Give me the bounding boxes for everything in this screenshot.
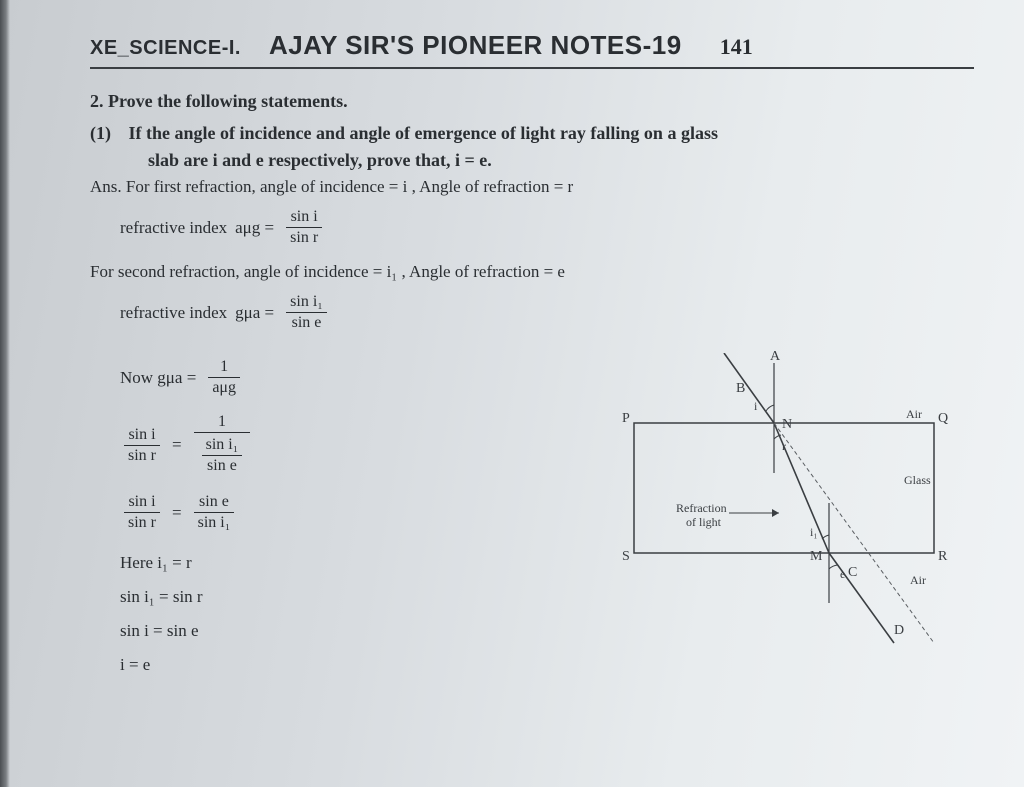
document-page: XE_SCIENCE-I. AJAY SIR'S PIONEER NOTES-1… (0, 0, 1024, 709)
final-line: i = e (120, 655, 614, 675)
answer-line2: For second refraction, angle of incidenc… (90, 262, 974, 282)
label-A: A (770, 349, 780, 365)
step2-l-num: sin i (124, 425, 159, 445)
label-glass: Glass (904, 473, 931, 488)
label-M: M (810, 549, 822, 565)
label-r: r (782, 439, 786, 454)
now-den: aμg (208, 378, 240, 398)
label-air2: Air (910, 573, 926, 588)
diagram-column: A B P Q N S R M C D i r i₁ e Air Air Gla… (614, 347, 974, 653)
now-num: 1 (216, 357, 232, 377)
now-line: Now gμa = 1 aμg (120, 357, 614, 398)
mu1-lhs: aμg = (235, 218, 274, 238)
label-air1: Air (906, 407, 922, 422)
label-R: R (938, 549, 947, 565)
header-title: AJAY SIR'S PIONEER NOTES-19 (269, 30, 682, 61)
step2-left-frac: sin i sin r (124, 425, 160, 466)
diagram-svg (614, 353, 954, 653)
label-refraction: Refraction (676, 501, 727, 516)
header-page-number: 141 (720, 34, 753, 60)
step2-inner-num: sin i₁ (202, 435, 243, 455)
label-B: B (736, 381, 745, 397)
label-i1: i₁ (810, 525, 818, 540)
question-title: 2. Prove the following statements. (90, 91, 974, 112)
question-number: (1) (90, 120, 124, 146)
label-S: S (622, 549, 630, 565)
step2-r-inner-frac: sin i₁ sin e (194, 433, 251, 478)
now-fraction: 1 aμg (208, 357, 240, 398)
now-label: Now gμa = (120, 368, 196, 388)
page-header: XE_SCIENCE-I. AJAY SIR'S PIONEER NOTES-1… (90, 30, 974, 69)
here-line: Here i₁ = r (120, 553, 614, 573)
step3-l-num: sin i (124, 492, 159, 512)
step3-r-den: sin i₁ (194, 513, 235, 533)
label-i: i (754, 399, 757, 414)
label-e: e (840, 567, 845, 582)
content-row: Now gμa = 1 aμg sin i sin r = 1 (90, 347, 974, 689)
step3-eq: = (172, 503, 182, 523)
question-text-line1: If the angle of incidence and angle of e… (129, 123, 718, 143)
frac1-numerator: sin i (287, 207, 322, 227)
frac2-numerator: sin i₁ (286, 292, 327, 312)
derivation-column: Now gμa = 1 aμg sin i sin r = 1 (90, 347, 614, 689)
step2-inner-den: sin e (203, 456, 241, 476)
fraction-2: sin i₁ sin e (286, 292, 327, 333)
step3-line: sin i sin r = sin e sin i₁ (120, 492, 614, 533)
step2-eq: = (172, 435, 182, 455)
page-spine (0, 0, 10, 787)
step3-left-frac: sin i sin r (124, 492, 160, 533)
ri-label-1: refractive index (120, 218, 227, 238)
refraction-diagram: A B P Q N S R M C D i r i₁ e Air Air Gla… (614, 353, 954, 653)
refractive-index-2: refractive index gμa = sin i₁ sin e (120, 292, 974, 333)
step3-right-frac: sin e sin i₁ (194, 492, 235, 533)
label-oflight: of light (686, 515, 721, 530)
question-text-line2: slab are i and e respectively, prove tha… (90, 150, 974, 171)
answer-line1: Ans. For first refraction, angle of inci… (90, 177, 974, 197)
frac2-denominator: sin e (288, 313, 326, 333)
ri-label-2: refractive index (120, 303, 227, 323)
step3-r-num: sin e (195, 492, 233, 512)
frac1-denominator: sin r (286, 228, 322, 248)
question-item: (1) If the angle of incidence and angle … (90, 120, 974, 146)
label-P: P (622, 411, 630, 427)
refractive-index-1: refractive index aμg = sin i sin r (120, 207, 974, 248)
fraction-1: sin i sin r (286, 207, 322, 248)
label-D: D (894, 623, 904, 639)
step2-l-den: sin r (124, 446, 160, 466)
sub1-line: sin i₁ = sin r (120, 587, 614, 607)
mu2-lhs: gμa = (235, 303, 274, 323)
header-subject: XE_SCIENCE-I. (90, 37, 241, 60)
step2-r-outer-num: 1 (214, 412, 230, 432)
step2-right-outer: 1 sin i₁ sin e (194, 412, 251, 478)
sub2-line: sin i = sin e (120, 621, 614, 641)
step2-line: sin i sin r = 1 sin i₁ sin e (120, 412, 614, 478)
step3-l-den: sin r (124, 513, 160, 533)
label-C: C (848, 565, 857, 581)
label-Q: Q (938, 411, 948, 427)
label-N: N (782, 417, 792, 433)
